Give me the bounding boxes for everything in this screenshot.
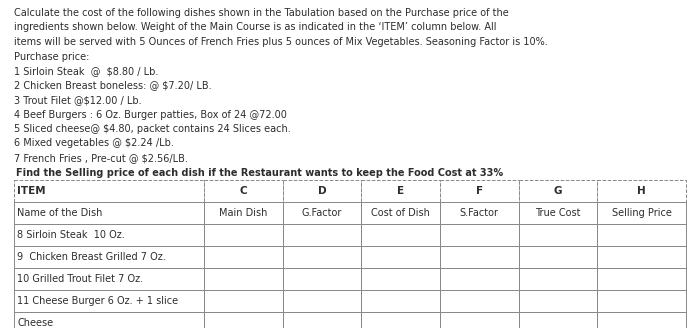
Text: Selling Price: Selling Price: [612, 208, 671, 218]
Bar: [283, 290, 361, 312]
Text: 7 French Fries , Pre-cut @ $2.56/LB.: 7 French Fries , Pre-cut @ $2.56/LB.: [14, 153, 188, 163]
Bar: [14, 290, 204, 312]
Text: 11 Cheese Burger 6 Oz. + 1 slice: 11 Cheese Burger 6 Oz. + 1 slice: [17, 296, 178, 306]
Bar: [597, 224, 686, 246]
Text: Find the Selling price of each dish if the Restaurant wants to keep the Food Cos: Find the Selling price of each dish if t…: [16, 168, 503, 177]
Bar: [440, 180, 519, 202]
Bar: [14, 312, 204, 328]
Bar: [597, 202, 686, 224]
Bar: [440, 246, 519, 268]
Bar: [519, 202, 597, 224]
Bar: [519, 268, 597, 290]
Text: Cost of Dish: Cost of Dish: [371, 208, 430, 218]
Bar: [14, 268, 204, 290]
Bar: [440, 312, 519, 328]
Text: H: H: [637, 186, 646, 196]
Text: C: C: [239, 186, 247, 196]
Bar: [204, 290, 283, 312]
Bar: [204, 312, 283, 328]
Bar: [14, 224, 204, 246]
Text: G.Factor: G.Factor: [302, 208, 342, 218]
Bar: [204, 246, 283, 268]
Text: Main Dish: Main Dish: [219, 208, 267, 218]
Bar: [361, 246, 440, 268]
Text: 6 Mixed vegetables @ $2.24 /Lb.: 6 Mixed vegetables @ $2.24 /Lb.: [14, 138, 174, 149]
Bar: [204, 224, 283, 246]
Bar: [519, 246, 597, 268]
Text: Cheese: Cheese: [17, 318, 53, 328]
Text: 8 Sirloin Steak  10 Oz.: 8 Sirloin Steak 10 Oz.: [17, 230, 125, 240]
Bar: [519, 290, 597, 312]
Text: 2 Chicken Breast boneless: @ $7.20/ LB.: 2 Chicken Breast boneless: @ $7.20/ LB.: [14, 80, 211, 91]
Bar: [597, 246, 686, 268]
Text: 3 Trout Filet @$12.00 / Lb.: 3 Trout Filet @$12.00 / Lb.: [14, 95, 141, 105]
Bar: [283, 246, 361, 268]
Text: 10 Grilled Trout Filet 7 Oz.: 10 Grilled Trout Filet 7 Oz.: [17, 274, 143, 284]
Text: 1 Sirloin Steak  @  $8.80 / Lb.: 1 Sirloin Steak @ $8.80 / Lb.: [14, 66, 158, 76]
Text: items will be served with 5 Ounces of French Fries plus 5 ounces of Mix Vegetabl: items will be served with 5 Ounces of Fr…: [14, 37, 547, 47]
Text: 9  Chicken Breast Grilled 7 Oz.: 9 Chicken Breast Grilled 7 Oz.: [17, 252, 166, 262]
Text: Name of the Dish: Name of the Dish: [17, 208, 102, 218]
Bar: [597, 312, 686, 328]
Text: Calculate the cost of the following dishes shown in the Tabulation based on the : Calculate the cost of the following dish…: [14, 8, 509, 18]
Bar: [283, 268, 361, 290]
Text: F: F: [476, 186, 483, 196]
Text: E: E: [397, 186, 405, 196]
Bar: [283, 312, 361, 328]
Bar: [597, 290, 686, 312]
Bar: [440, 224, 519, 246]
Bar: [361, 312, 440, 328]
Bar: [361, 268, 440, 290]
Bar: [283, 180, 361, 202]
Text: Purchase price:: Purchase price:: [14, 51, 90, 62]
Bar: [14, 246, 204, 268]
Text: S.Factor: S.Factor: [460, 208, 499, 218]
Bar: [361, 224, 440, 246]
Bar: [204, 180, 283, 202]
Bar: [283, 224, 361, 246]
Bar: [361, 202, 440, 224]
Text: 4 Beef Burgers : 6 Oz. Burger patties, Box of 24 @72.00: 4 Beef Burgers : 6 Oz. Burger patties, B…: [14, 110, 287, 119]
Bar: [440, 290, 519, 312]
Text: ingredients shown below. Weight of the Main Course is as indicated in the ‘ITEM’: ingredients shown below. Weight of the M…: [14, 23, 496, 32]
Bar: [361, 180, 440, 202]
Text: D: D: [318, 186, 326, 196]
Text: True Cost: True Cost: [536, 208, 581, 218]
Text: G: G: [554, 186, 562, 196]
Bar: [14, 180, 204, 202]
Bar: [204, 202, 283, 224]
Bar: [519, 224, 597, 246]
Text: ITEM: ITEM: [17, 186, 46, 196]
Bar: [519, 312, 597, 328]
Bar: [283, 202, 361, 224]
Bar: [519, 180, 597, 202]
Bar: [597, 268, 686, 290]
Bar: [440, 268, 519, 290]
Bar: [204, 268, 283, 290]
Bar: [440, 202, 519, 224]
Bar: [361, 290, 440, 312]
Bar: [597, 180, 686, 202]
Bar: [14, 202, 204, 224]
Text: 5 Sliced cheese@ $4.80, packet contains 24 Slices each.: 5 Sliced cheese@ $4.80, packet contains …: [14, 124, 290, 134]
